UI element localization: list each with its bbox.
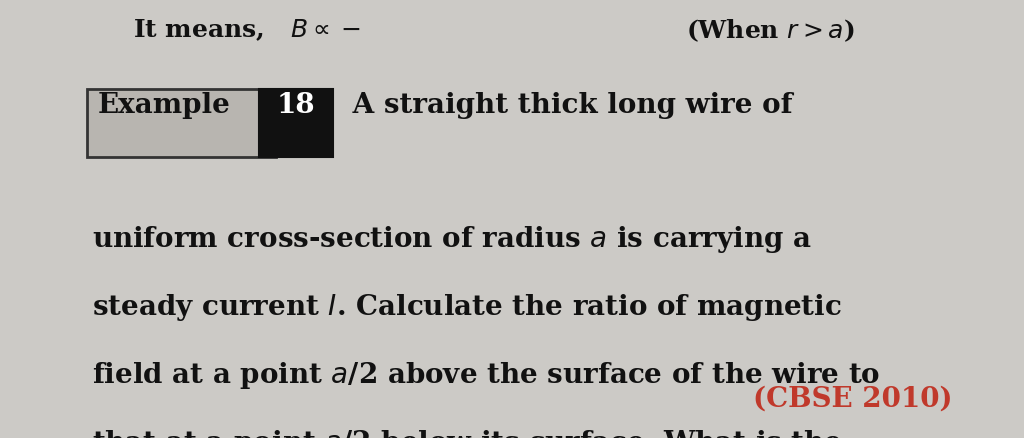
Text: A straight thick long wire of: A straight thick long wire of: [343, 92, 793, 119]
Text: It means,   $B \propto -$: It means, $B \propto -$: [133, 18, 360, 43]
Text: (When $r > a$): (When $r > a$): [686, 18, 855, 44]
Text: field at a point $a$/2 above the surface of the wire to: field at a point $a$/2 above the surface…: [92, 359, 881, 390]
Text: steady current $I$. Calculate the ratio of magnetic: steady current $I$. Calculate the ratio …: [92, 291, 842, 322]
Text: $r$: $r$: [285, 88, 299, 112]
Text: Example: Example: [97, 92, 230, 119]
FancyBboxPatch shape: [87, 90, 276, 158]
FancyBboxPatch shape: [259, 90, 333, 158]
Text: uniform cross-section of radius $a$ is carrying a: uniform cross-section of radius $a$ is c…: [92, 223, 812, 254]
Text: 18: 18: [276, 92, 315, 119]
Text: (CBSE 2010): (CBSE 2010): [753, 385, 952, 412]
Text: that at a point $a$/2 below its surface. What is the: that at a point $a$/2 below its surface.…: [92, 427, 843, 438]
